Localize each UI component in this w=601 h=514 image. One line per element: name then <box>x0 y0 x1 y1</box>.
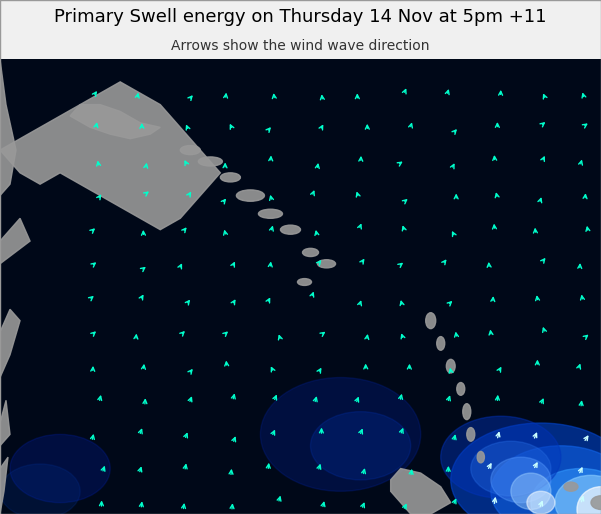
Ellipse shape <box>426 313 436 328</box>
Ellipse shape <box>577 487 601 514</box>
Ellipse shape <box>527 491 555 514</box>
Polygon shape <box>0 218 30 264</box>
Ellipse shape <box>236 190 264 201</box>
Ellipse shape <box>477 451 484 463</box>
Ellipse shape <box>471 441 551 496</box>
Ellipse shape <box>491 446 601 514</box>
Ellipse shape <box>0 464 80 514</box>
Text: Arrows show the wind wave direction: Arrows show the wind wave direction <box>171 39 430 53</box>
Ellipse shape <box>457 382 465 395</box>
Ellipse shape <box>467 428 475 441</box>
Polygon shape <box>70 105 160 139</box>
Ellipse shape <box>311 412 410 480</box>
Ellipse shape <box>260 377 421 491</box>
Polygon shape <box>391 469 451 514</box>
Ellipse shape <box>281 225 300 234</box>
Ellipse shape <box>591 496 601 509</box>
Ellipse shape <box>564 482 578 491</box>
Ellipse shape <box>302 248 319 256</box>
Text: Primary Swell energy on Thursday 14 Nov at 5pm +11: Primary Swell energy on Thursday 14 Nov … <box>54 8 547 26</box>
Ellipse shape <box>491 457 551 503</box>
Polygon shape <box>0 400 10 446</box>
Ellipse shape <box>437 337 445 350</box>
Polygon shape <box>0 457 8 514</box>
Ellipse shape <box>198 157 222 166</box>
Ellipse shape <box>463 403 471 419</box>
Ellipse shape <box>258 209 282 218</box>
Ellipse shape <box>555 475 601 514</box>
Ellipse shape <box>297 279 311 285</box>
Ellipse shape <box>451 423 601 514</box>
Ellipse shape <box>10 434 110 503</box>
Ellipse shape <box>221 173 240 182</box>
Ellipse shape <box>441 416 561 498</box>
Polygon shape <box>0 309 20 377</box>
Ellipse shape <box>447 359 455 373</box>
Polygon shape <box>0 82 221 230</box>
Ellipse shape <box>531 469 601 514</box>
Ellipse shape <box>317 260 335 268</box>
Polygon shape <box>0 59 16 195</box>
Ellipse shape <box>511 473 551 509</box>
Ellipse shape <box>180 145 200 155</box>
